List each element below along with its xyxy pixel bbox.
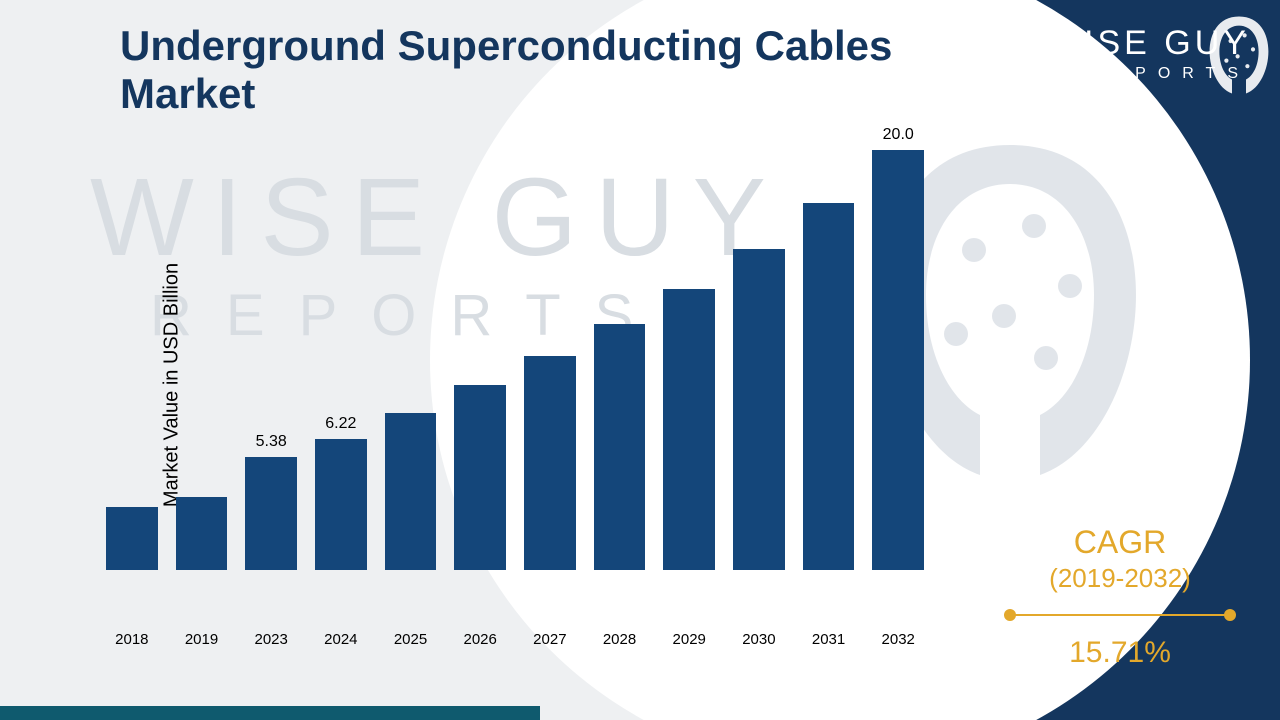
x-axis: 2018 2019 2023 2024 2025 2026 2027 2028 2029 2030… [100, 631, 930, 648]
logo-line1: WISE GUY [1048, 24, 1250, 63]
x-tick: 2032 [872, 631, 924, 648]
x-tick: 2024 [315, 631, 367, 648]
bar [663, 289, 715, 570]
page-root: WISE GUY REPORTS Underground Superconduc… [0, 0, 1280, 720]
bar-slot: 5.38 [245, 433, 297, 570]
bar [176, 497, 228, 571]
bar-slot [733, 225, 785, 570]
bar-value-label: 6.22 [325, 415, 356, 433]
bar-value-label: 5.38 [256, 433, 287, 451]
cagr-label: CAGR [1000, 524, 1240, 561]
bar-slot [454, 361, 506, 570]
x-tick: 2028 [594, 631, 646, 648]
bar-slot [524, 332, 576, 570]
bars-container: 5.386.2220.0 [100, 150, 930, 570]
bar-slot: 20.0 [872, 126, 924, 570]
bar-slot [176, 473, 228, 571]
bar [733, 249, 785, 570]
cagr-box: CAGR (2019-2032) 15.71% [1000, 524, 1240, 670]
x-tick: 2031 [803, 631, 855, 648]
bar [106, 507, 158, 570]
bar [803, 203, 855, 571]
bar-slot [106, 483, 158, 570]
bar [245, 457, 297, 570]
x-tick: 2019 [176, 631, 228, 648]
chart-title: Underground Superconducting Cables Marke… [120, 22, 940, 119]
bar [524, 356, 576, 570]
bar-slot [594, 300, 646, 570]
x-tick: 2030 [733, 631, 785, 648]
bar [454, 385, 506, 570]
footer-accent-bar [0, 706, 540, 720]
bar-slot: 6.22 [315, 415, 367, 570]
x-tick: 2026 [454, 631, 506, 648]
cagr-value: 15.71% [1000, 636, 1240, 670]
bar-slot [663, 265, 715, 570]
bar [385, 413, 437, 571]
bar [315, 439, 367, 570]
x-tick: 2018 [106, 631, 158, 648]
bar [594, 324, 646, 570]
cagr-divider [1010, 614, 1230, 616]
bar [872, 150, 924, 570]
bar-value-label: 20.0 [883, 126, 914, 144]
x-tick: 2029 [663, 631, 715, 648]
brand-logo: WISE GUY REPORTS [1048, 24, 1250, 83]
x-tick: 2027 [524, 631, 576, 648]
chart-area: Market Value in USD Billion 5.386.2220.0… [60, 150, 940, 620]
bar-slot [803, 179, 855, 571]
bar-slot [385, 389, 437, 571]
plot-area: 5.386.2220.0 [100, 150, 930, 570]
logo-line2: REPORTS [1048, 65, 1250, 83]
x-tick: 2023 [245, 631, 297, 648]
cagr-period: (2019-2032) [1000, 563, 1240, 594]
x-tick: 2025 [385, 631, 437, 648]
